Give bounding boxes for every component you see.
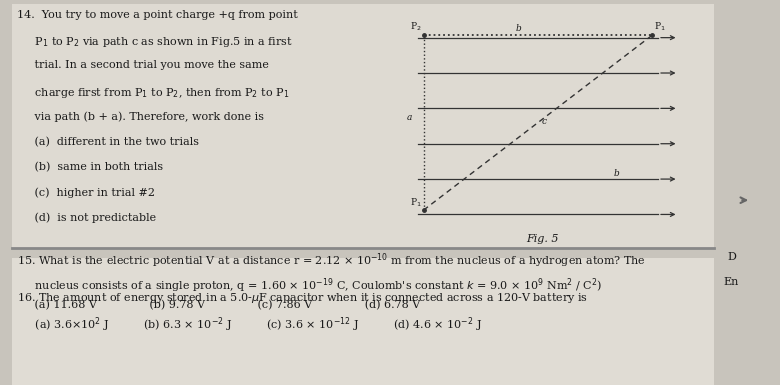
Text: (a) 3.6$\times$10$^2$ J          (b) 6.3 $\times$ 10$^{-2}$ J          (c) 3.6 $: (a) 3.6$\times$10$^2$ J (b) 6.3 $\times$… [17, 316, 482, 334]
Text: 16. The amount of energy stored in a 5.0-$\mu$F capacitor when it is connected a: 16. The amount of energy stored in a 5.0… [17, 291, 588, 305]
Text: (a) 11.68 V               (b) 9.78 V               (c) 7.86 V               (d) : (a) 11.68 V (b) 9.78 V (c) 7.86 V (d) [17, 300, 420, 311]
Text: a: a [406, 113, 412, 122]
Text: (a)  different in the two trials: (a) different in the two trials [17, 137, 199, 147]
Text: charge first from P$_1$ to P$_2$, then from P$_2$ to P$_1$: charge first from P$_1$ to P$_2$, then f… [17, 86, 289, 100]
Text: P$_1$: P$_1$ [654, 21, 666, 33]
Text: En: En [724, 277, 739, 287]
Text: (d)  is not predictable: (d) is not predictable [17, 213, 156, 223]
Text: b: b [613, 169, 619, 178]
FancyBboxPatch shape [394, 10, 690, 225]
Text: nucleus consists of a single proton, q = 1.60 $\times$ 10$^{-19}$ C, Coulomb's c: nucleus consists of a single proton, q =… [17, 276, 602, 295]
Text: b: b [516, 24, 521, 33]
Text: P$_1$: P$_1$ [410, 197, 422, 209]
Text: (c)  higher in trial #2: (c) higher in trial #2 [17, 187, 155, 198]
Text: c: c [542, 117, 547, 126]
Text: via path (b + a). Therefore, work done is: via path (b + a). Therefore, work done i… [17, 111, 264, 122]
Text: 14.  You try to move a point charge +q from point: 14. You try to move a point charge +q fr… [17, 10, 298, 20]
Text: 15. What is the electric potential V at a distance r = 2.12 $\times$ 10$^{-10}$ : 15. What is the electric potential V at … [17, 252, 646, 270]
Text: P$_1$ to P$_2$ via path c as shown in Fig.5 in a first: P$_1$ to P$_2$ via path c as shown in Fi… [17, 35, 293, 49]
Text: P$_2$: P$_2$ [410, 21, 421, 33]
Text: Fig. 5: Fig. 5 [526, 234, 558, 244]
Text: trial. In a second trial you move the same: trial. In a second trial you move the sa… [17, 60, 269, 70]
FancyBboxPatch shape [12, 258, 714, 385]
FancyBboxPatch shape [12, 4, 714, 248]
Text: D: D [727, 252, 736, 262]
Text: (b)  same in both trials: (b) same in both trials [17, 162, 163, 172]
